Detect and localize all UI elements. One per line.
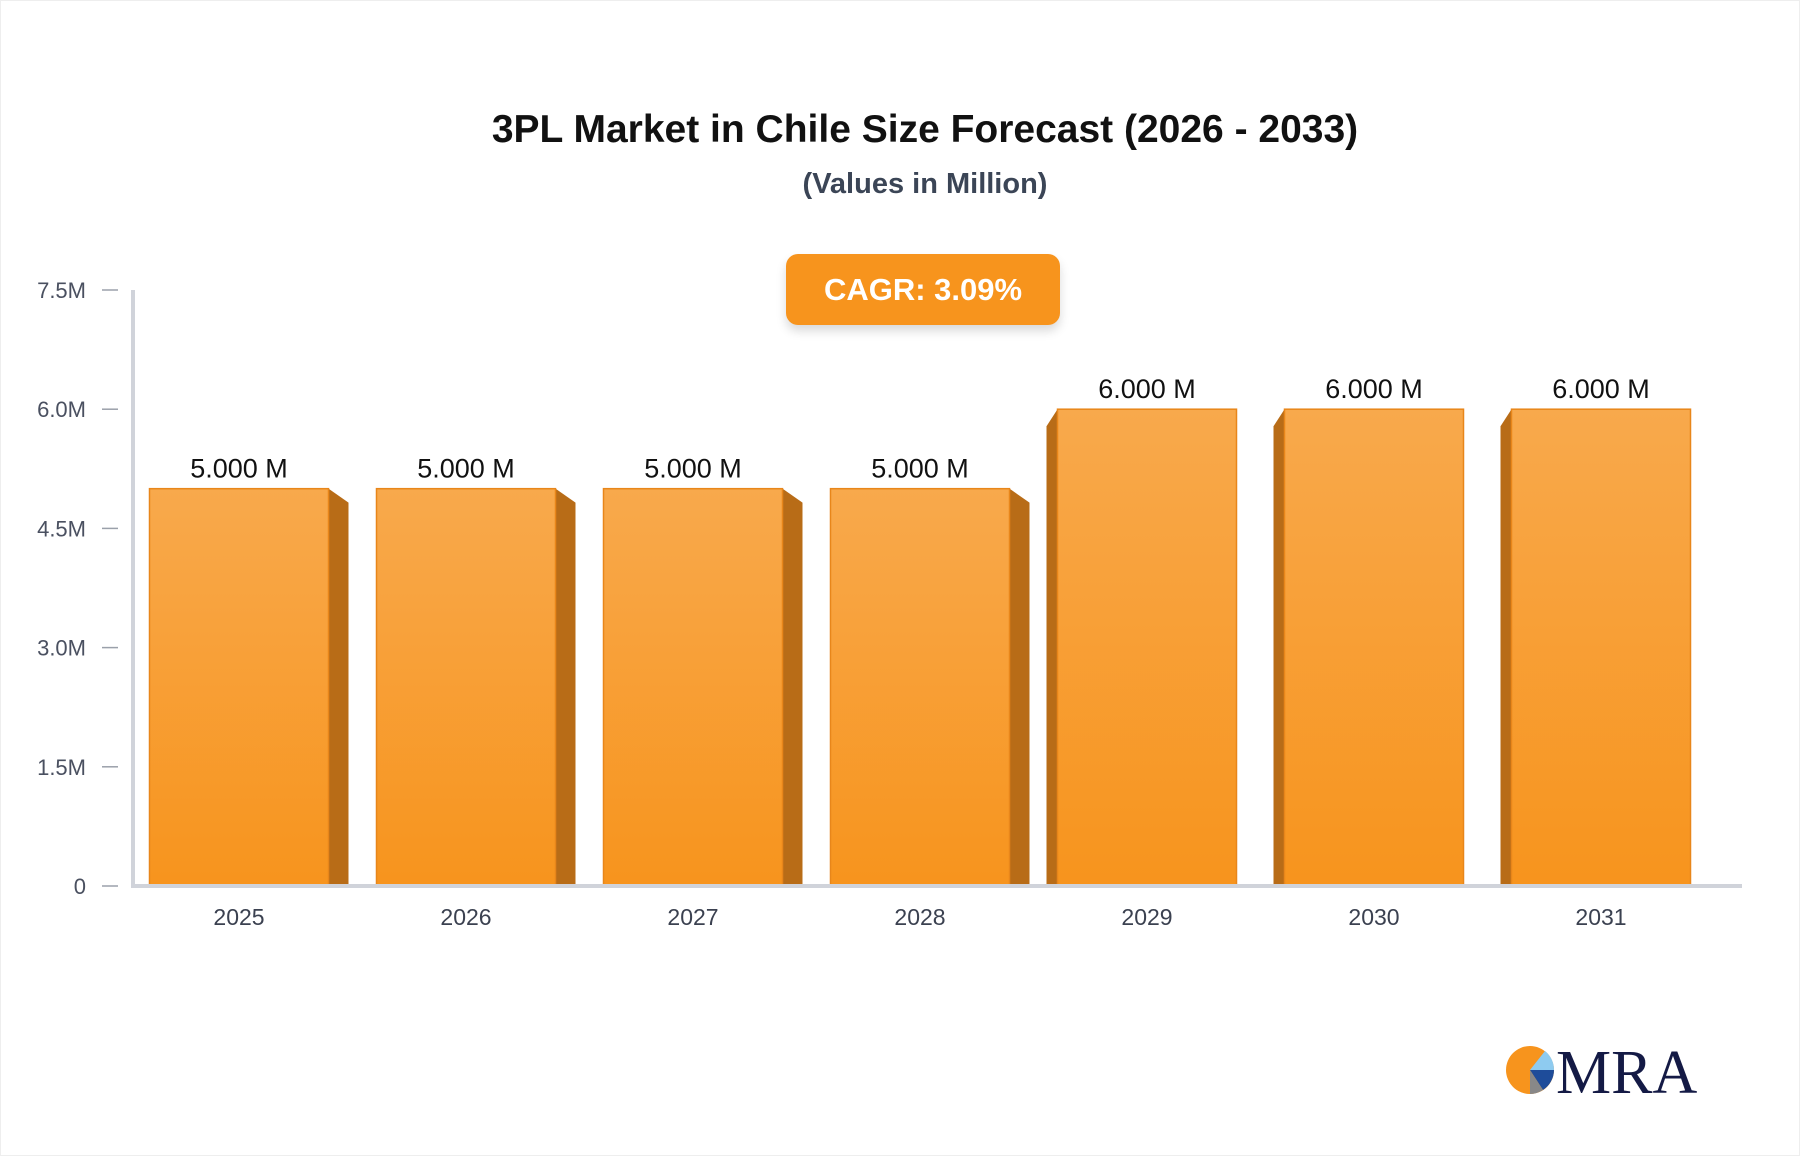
bar bbox=[1283, 408, 1465, 887]
bar-side bbox=[1273, 409, 1285, 886]
bar bbox=[1056, 408, 1238, 887]
y-tick-label: 7.5M bbox=[37, 278, 86, 303]
x-tick-label: 2027 bbox=[667, 904, 718, 930]
bar bbox=[375, 487, 557, 887]
x-tick-label: 2026 bbox=[440, 904, 491, 930]
x-tick-label: 2028 bbox=[894, 904, 945, 930]
cagr-badge: CAGR: 3.09% bbox=[786, 254, 1060, 325]
bar-value-label: 5.000 M bbox=[871, 454, 969, 484]
svg-text:MRA: MRA bbox=[1556, 1040, 1697, 1100]
y-tick-label: 1.5M bbox=[37, 755, 86, 780]
y-tick-label: 4.5M bbox=[37, 516, 86, 541]
bar-side bbox=[555, 488, 576, 886]
bar-side bbox=[1046, 409, 1058, 886]
bar-value-label: 5.000 M bbox=[644, 454, 742, 484]
bar-value-label: 5.000 M bbox=[190, 454, 288, 484]
x-tick-label: 2025 bbox=[213, 904, 264, 930]
bar-value-label: 5.000 M bbox=[417, 454, 515, 484]
y-tick-label: 6.0M bbox=[37, 397, 86, 422]
mra-logo: MRA bbox=[1506, 1040, 1697, 1100]
bar-value-label: 6.000 M bbox=[1325, 374, 1423, 404]
chart-subtitle: (Values in Million) bbox=[802, 168, 1048, 200]
bar-side bbox=[328, 488, 349, 886]
x-tick-label: 2029 bbox=[1121, 904, 1172, 930]
y-tick-label: 3.0M bbox=[37, 636, 86, 661]
bar bbox=[602, 487, 784, 887]
bar-value-label: 6.000 M bbox=[1098, 374, 1196, 404]
chart-title: 3PL Market in Chile Size Forecast (2026 … bbox=[491, 108, 1359, 151]
bar bbox=[148, 487, 330, 887]
bar-side bbox=[782, 488, 803, 886]
bar-side bbox=[1009, 488, 1030, 886]
x-tick-label: 2031 bbox=[1575, 904, 1626, 930]
bar bbox=[829, 487, 1011, 887]
bar-value-label: 6.000 M bbox=[1552, 374, 1650, 404]
bar bbox=[1510, 408, 1692, 887]
y-tick-label: 0 bbox=[74, 874, 86, 899]
x-tick-label: 2030 bbox=[1348, 904, 1399, 930]
bar-side bbox=[1500, 409, 1512, 886]
